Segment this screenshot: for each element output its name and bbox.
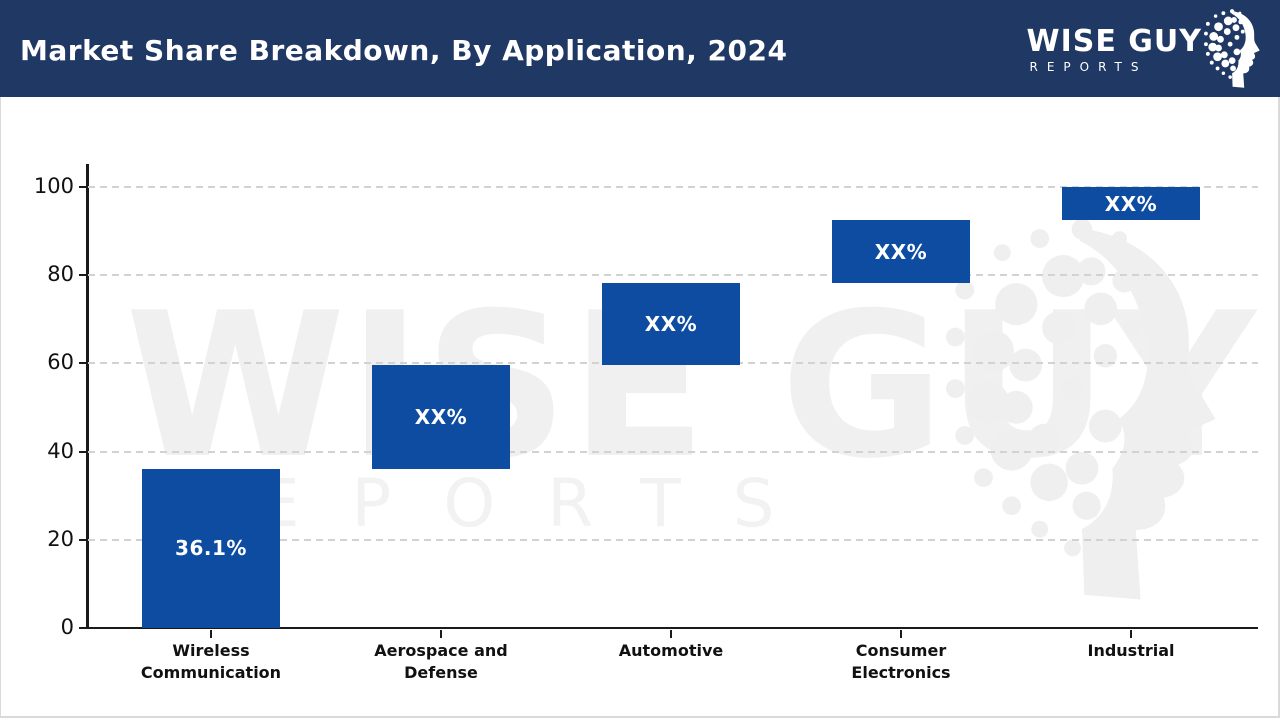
gridline-40 — [88, 450, 1258, 453]
gridline-100 — [88, 186, 1258, 188]
y-tick-mark — [79, 274, 88, 277]
bar-segment: XX% — [1062, 187, 1200, 221]
bar-segment: XX% — [832, 220, 970, 284]
x-category-label: Aerospace and Defense — [374, 641, 508, 682]
y-tick-label: 0 — [60, 615, 74, 639]
logo-wordmark-line2: REPORTS — [1029, 59, 1148, 74]
bar-segment: XX% — [372, 365, 510, 469]
x-axis-line — [86, 626, 1258, 629]
x-tick-mark — [670, 630, 672, 638]
bar-segment: 36.1% — [142, 468, 280, 628]
y-tick-label: 40 — [47, 438, 74, 463]
bar-value-label: XX% — [644, 312, 698, 337]
x-tick-mark — [1130, 630, 1132, 638]
x-tick-mark — [440, 630, 442, 638]
x-tick-mark — [900, 630, 902, 638]
y-tick-mark — [79, 538, 88, 541]
bar-value-label: XX% — [874, 239, 928, 264]
y-tick-mark — [79, 627, 88, 629]
y-tick-label: 80 — [47, 262, 74, 287]
y-tick-mark — [79, 450, 88, 453]
logo-face-icon — [1204, 8, 1266, 90]
y-axis-line — [86, 164, 89, 629]
y-tick-mark — [79, 362, 88, 365]
x-category-label: Consumer Electronics — [851, 641, 951, 682]
logo: WISE GUY REPORTS — [1026, 6, 1266, 92]
gridline-20 — [88, 538, 1258, 541]
y-tick-mark — [79, 186, 88, 188]
x-category-label: Automotive — [618, 641, 724, 660]
y-tick-label: 100 — [33, 174, 74, 198]
header: Market Share Breakdown, By Application, … — [0, 0, 1280, 97]
bar-value-label: 36.1% — [175, 536, 247, 561]
bar-segment: XX% — [602, 283, 740, 366]
bar-value-label: XX% — [1104, 191, 1158, 216]
x-category-label: Wireless Communication — [140, 641, 282, 682]
bar-value-label: XX% — [414, 404, 468, 429]
y-tick-label: 60 — [47, 350, 74, 375]
x-tick-mark — [210, 630, 212, 638]
logo-wordmark-line1: WISE GUY — [1026, 23, 1202, 59]
logo-wordmark: WISE GUY REPORTS — [1026, 25, 1202, 74]
x-category-label: Industrial — [1087, 641, 1175, 660]
gridline-80 — [88, 274, 1258, 277]
y-tick-label: 20 — [47, 526, 74, 551]
page-title: Market Share Breakdown, By Application, … — [20, 34, 788, 67]
